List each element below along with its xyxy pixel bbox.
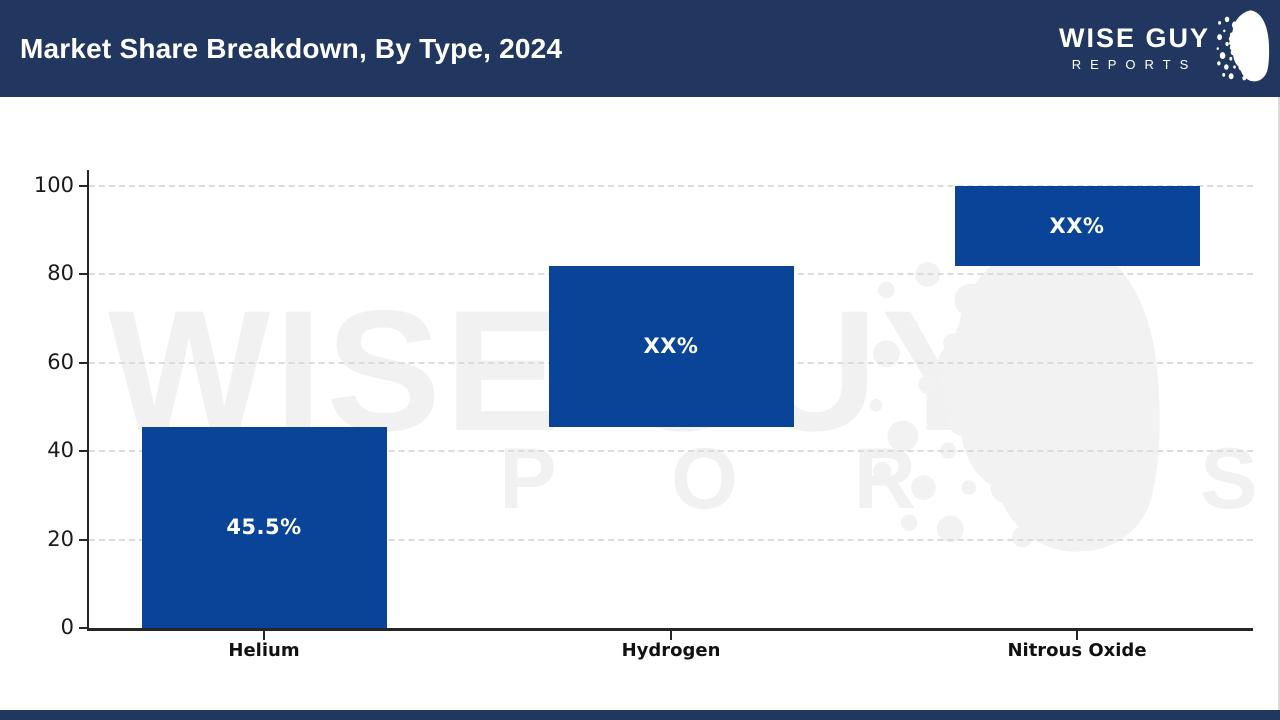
- bar-hydrogen: XX%: [548, 266, 794, 427]
- y-tick-mark: [79, 627, 87, 629]
- gridline: [89, 185, 1253, 187]
- chart-title: Market Share Breakdown, By Type, 2024: [20, 32, 563, 64]
- logo-text: WISE GUY REPORTS: [1059, 23, 1210, 72]
- bar-value-label: XX%: [643, 334, 699, 359]
- logo-wordmark: WISE GUY: [1058, 22, 1210, 53]
- y-tick-mark: [79, 185, 87, 187]
- wiseguy-logo: WISE GUY REPORTS: [1059, 9, 1270, 85]
- bar-value-label: XX%: [1049, 214, 1105, 238]
- logo-subtitle: REPORTS: [1071, 56, 1198, 72]
- x-category-label: Helium: [228, 640, 300, 661]
- y-tick-mark: [79, 273, 87, 276]
- y-tick-label: 0: [60, 615, 74, 639]
- x-tick-mark: [670, 631, 672, 640]
- x-tick-mark: [1076, 631, 1078, 640]
- y-tick-mark: [79, 361, 87, 364]
- wiseguy-head-icon: [1214, 9, 1270, 85]
- x-category-label: Nitrous Oxide: [1007, 640, 1147, 661]
- bar-nitrous-oxide: XX%: [954, 186, 1200, 266]
- footer-bar: [0, 710, 1280, 720]
- y-axis-line: [87, 170, 89, 630]
- image-right-border: [1278, 97, 1280, 710]
- y-tick-label: 40: [47, 438, 74, 463]
- bar-helium: 45.5%: [141, 426, 387, 628]
- x-tick-mark: [263, 631, 265, 640]
- y-tick-label: 80: [47, 261, 74, 286]
- header-bar: Market Share Breakdown, By Type, 2024 WI…: [0, 0, 1280, 97]
- gridline: [89, 450, 1253, 453]
- watermark-head-icon: [855, 228, 1165, 568]
- y-tick-mark: [79, 538, 87, 541]
- x-axis-line: [87, 628, 1253, 631]
- y-tick-mark: [79, 450, 87, 453]
- y-tick-label: 60: [47, 349, 74, 374]
- x-category-label: Hydrogen: [621, 640, 721, 661]
- gridline: [89, 538, 1253, 541]
- y-tick-label: 100: [33, 173, 74, 197]
- bar-value-label: 45.5%: [226, 515, 302, 540]
- y-tick-label: 20: [47, 526, 74, 551]
